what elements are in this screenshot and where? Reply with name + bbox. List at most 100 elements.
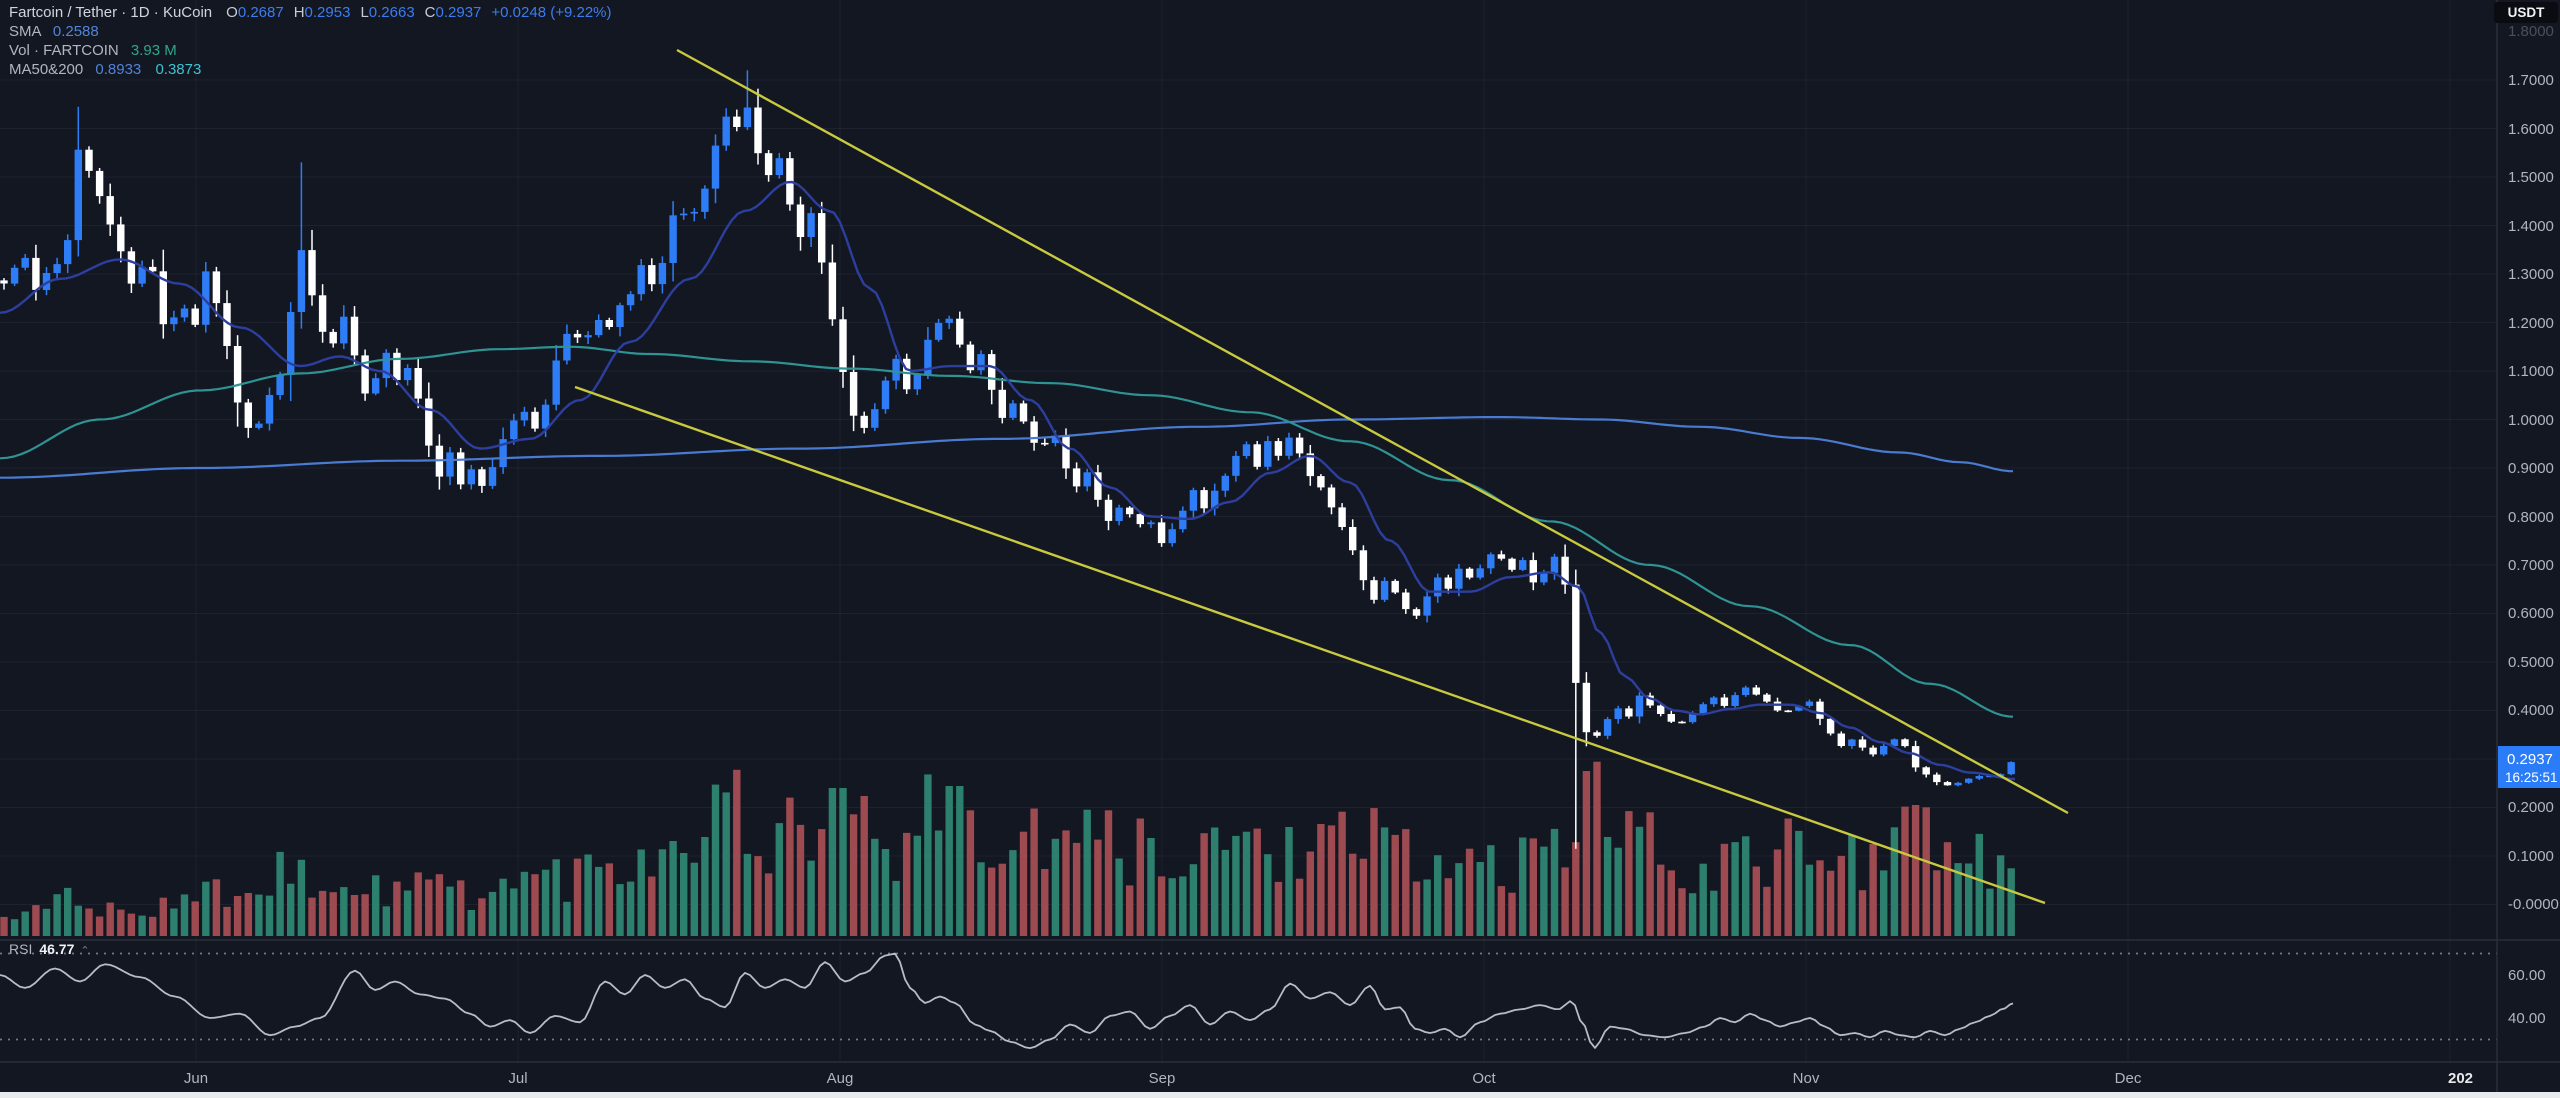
candle-body [457, 452, 465, 485]
upper-trendline[interactable] [676, 48, 2069, 815]
candle-body [1667, 714, 1675, 722]
volume-bar [520, 871, 529, 936]
rsi-legend-row[interactable]: RSI 46.77 ⌃ [9, 941, 90, 957]
volume-bar [1763, 886, 1771, 936]
volume-bar [1667, 870, 1675, 936]
volume-bar [467, 910, 475, 936]
lower-trendline[interactable] [574, 385, 2046, 905]
volume-bar [1019, 831, 1028, 936]
candle-body [1126, 507, 1134, 515]
volume-bar [414, 872, 422, 936]
time-axis-label: Sep [1149, 1070, 1176, 1087]
sma-legend-row[interactable]: SMA 0.2588 [9, 22, 622, 41]
volume-bar [425, 879, 433, 936]
volume-bar [892, 880, 900, 936]
candle-body [1657, 705, 1665, 714]
candle-body [913, 374, 921, 390]
candle-body [318, 295, 327, 332]
volume-bar [743, 853, 752, 936]
volume-bar [1455, 863, 1463, 936]
volume-bar [595, 866, 603, 936]
candle-body [1572, 584, 1580, 683]
volume-bar [1465, 848, 1474, 936]
volume-bar [637, 849, 645, 936]
candle-body [733, 116, 741, 127]
close-value: 0.2937 [435, 4, 482, 21]
price-axis[interactable]: 1.8000 1.7000 1.6000 1.5000 1.4000 1.3000 1.20… [2508, 23, 2559, 1027]
volume-bar [64, 887, 72, 936]
volume-bar [786, 797, 794, 936]
low-value: 0.2663 [368, 4, 415, 21]
volume-bar [488, 891, 497, 936]
candle-body [1773, 701, 1782, 711]
volume-bar [945, 786, 953, 936]
volume-bar [839, 788, 847, 936]
candle-body [202, 271, 210, 325]
volume-bar [1614, 847, 1622, 936]
symbol-legend-row[interactable]: Fartcoin / Tether · 1D · KuCoin O0.2687 H0… [9, 3, 622, 22]
volume-bar [849, 814, 858, 936]
volume-bar [1062, 830, 1070, 936]
volume-bar [966, 810, 975, 936]
candle-body [1816, 701, 1824, 719]
volume-legend-row[interactable]: Vol · FARTCOIN 3.93 M [9, 41, 622, 60]
candle-body [1465, 568, 1474, 578]
volume-bar [1529, 838, 1537, 936]
candle-body [1295, 437, 1304, 454]
candle-body [701, 188, 709, 212]
price-axis-label: 1.5000 [2508, 169, 2554, 186]
candle-body [85, 149, 93, 171]
volume-bar [924, 774, 932, 936]
volume-bar [149, 916, 157, 936]
candle-body [1264, 441, 1272, 467]
candle-body [1943, 782, 1952, 786]
candle-body [53, 264, 61, 273]
volume-bar [318, 890, 327, 936]
candle-body [2007, 762, 2015, 775]
bottom-scrollbar[interactable] [0, 1092, 2560, 1098]
time-axis[interactable]: Jun Jul Aug Sep Oct Nov Dec 202 [184, 1070, 2473, 1087]
candle-body [1094, 472, 1102, 500]
candle-body [1965, 778, 1973, 783]
volume-bar [457, 880, 465, 936]
volume-bar [1720, 843, 1729, 936]
volume-bar [1083, 809, 1091, 936]
volume-bar [1497, 886, 1506, 936]
candle-body [372, 378, 380, 394]
volume-bar [1009, 850, 1017, 936]
candle-body [1720, 697, 1729, 706]
candle-body [977, 354, 985, 371]
currency-toggle-button[interactable]: USDT [2494, 2, 2558, 23]
candle-body [95, 170, 104, 197]
symbol-title[interactable]: Fartcoin / Tether · 1D · KuCoin [9, 4, 213, 21]
candle-body [446, 452, 454, 477]
candle-body [934, 322, 943, 340]
volume-label: Vol · FARTCOIN [9, 42, 119, 59]
volume-bar [669, 841, 677, 936]
ma-legend-row[interactable]: MA50&200 0.8933 0.3873 [9, 60, 622, 79]
volume-bar [1094, 839, 1102, 936]
candle-body [1232, 455, 1240, 476]
candle-body [244, 402, 252, 428]
candle-body [223, 303, 231, 346]
candle-body [711, 145, 720, 189]
candle-body [860, 415, 868, 428]
volume-bar [1848, 835, 1856, 936]
volume-bar [1115, 858, 1123, 936]
volume-bars [0, 761, 2015, 936]
candle-body [1519, 560, 1527, 570]
volume-bar [1678, 888, 1686, 936]
volume-bar [1338, 811, 1346, 936]
candle-body [265, 395, 274, 424]
time-axis-label: Dec [2115, 1070, 2142, 1087]
candle-body [1211, 490, 1219, 509]
moving-averages [0, 180, 2016, 781]
candle-body [1593, 732, 1601, 736]
candle-body [1635, 695, 1644, 717]
volume-bar [170, 908, 178, 936]
change-value: +0.0248 (+9.22%) [491, 4, 612, 21]
rsi-pane-collapse-icon[interactable]: ⌃ [80, 945, 90, 957]
volume-bar [32, 905, 40, 936]
candle-body [1285, 437, 1293, 456]
